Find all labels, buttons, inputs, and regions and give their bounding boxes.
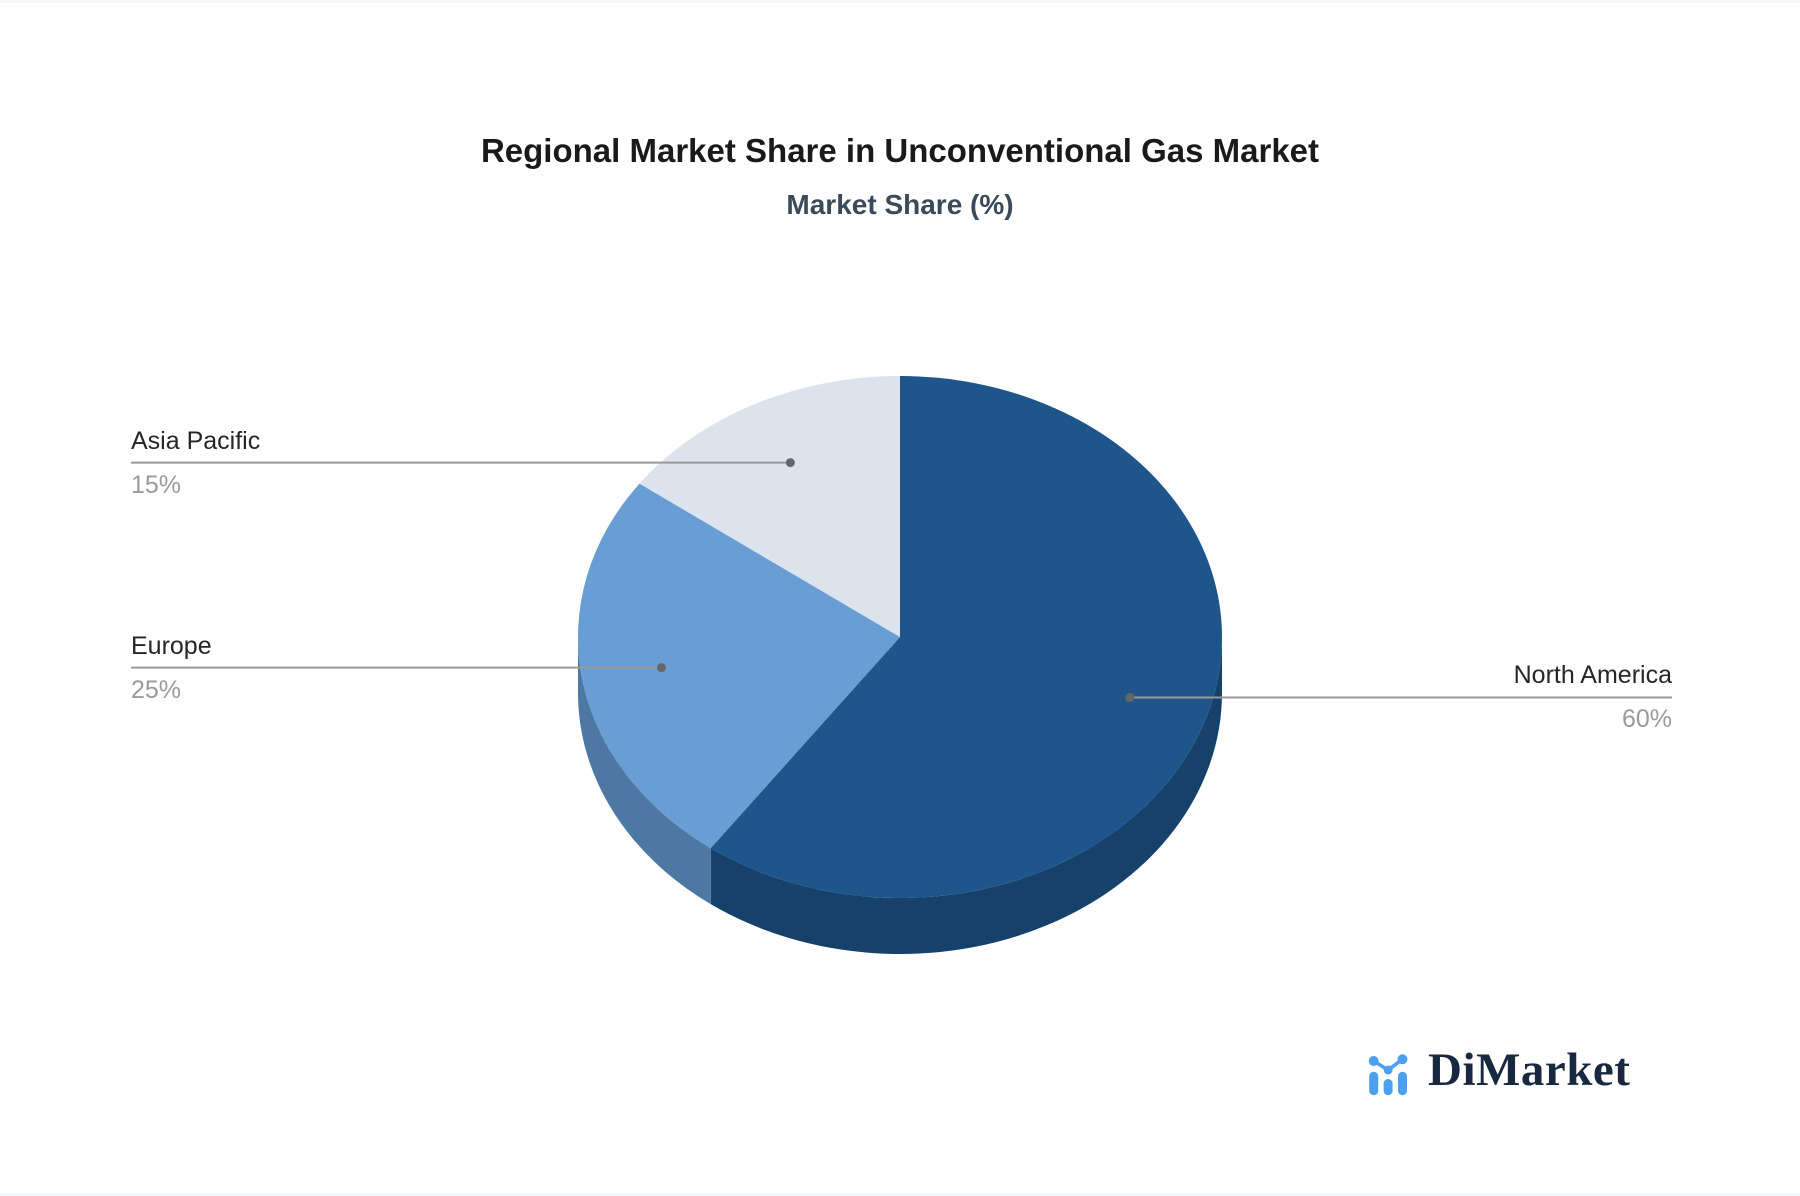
datalabel-name: North America <box>1513 661 1672 690</box>
datalabel-asia-pacific: Asia Pacific 15% <box>131 426 260 500</box>
pie-slice-asia-pacific[interactable] <box>639 376 900 637</box>
brand-logo-text: DiMarket <box>1428 1044 1631 1096</box>
datalabel-name: Europe <box>131 631 212 660</box>
datalabel-name: Asia Pacific <box>131 426 261 455</box>
pie-slice-side-europe <box>578 637 711 905</box>
chart-title: Regional Market Share in Unconventional … <box>480 132 1320 169</box>
connector-dot-asia-pacific <box>785 458 795 468</box>
datalabel-europe: Europe 25% <box>131 631 212 705</box>
datalabel-value: 60% <box>1621 705 1672 734</box>
datalabel-value: 15% <box>131 470 182 499</box>
chart-subtitle: Market Share (%) <box>786 189 1014 220</box>
pie-slice-side-north-america <box>710 637 1222 954</box>
datalabel-value: 25% <box>131 675 182 704</box>
connector-dot-europe <box>656 663 666 673</box>
brand-logo: DiMarket <box>1362 1040 1630 1100</box>
pie-slice-europe[interactable] <box>578 483 900 849</box>
pie-slice-north-america[interactable] <box>710 376 1222 899</box>
datalabel-north-america: North America 60% <box>1514 660 1672 734</box>
bar-chart-logo-icon <box>1368 1054 1408 1096</box>
connector-dot-north-america <box>1125 692 1135 702</box>
